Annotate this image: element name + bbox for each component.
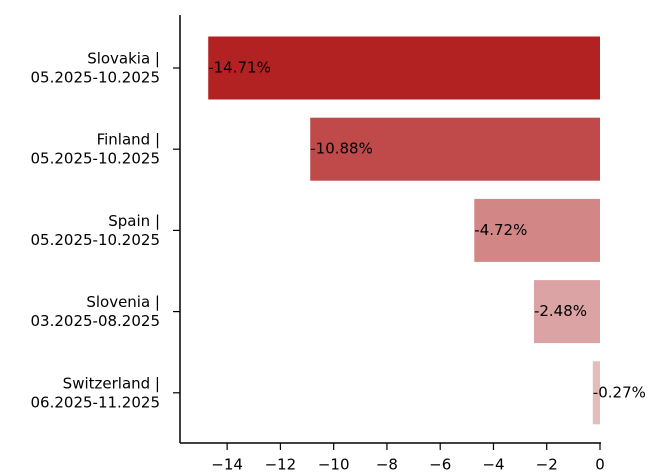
x-tick-label: −12: [265, 456, 297, 474]
y-tick-label: Switzerland | 06.2025-11.2025: [31, 374, 160, 411]
x-tick-label: 0: [595, 456, 605, 474]
value-label: -14.71%: [208, 59, 271, 77]
y-tick-label: Spain | 05.2025-10.2025: [31, 211, 160, 248]
y-tick-label: Slovenia | 03.2025-08.2025: [31, 293, 160, 330]
y-tick-label: Finland | 05.2025-10.2025: [31, 130, 160, 167]
bar: [474, 198, 600, 262]
x-tick-label: −8: [376, 456, 398, 474]
value-label: -4.72%: [474, 221, 527, 239]
x-tick-label: −10: [318, 456, 350, 474]
x-tick-label: −4: [482, 456, 504, 474]
value-label: -2.48%: [534, 302, 587, 320]
bar: [592, 361, 600, 425]
x-tick-label: −2: [536, 456, 558, 474]
bar: [310, 117, 600, 181]
bar: [208, 36, 600, 100]
y-tick-label: Slovakia | 05.2025-10.2025: [31, 49, 160, 86]
bar: [533, 280, 600, 344]
value-label: -10.88%: [310, 140, 373, 158]
x-tick-label: −6: [429, 456, 451, 474]
value-label: -0.27%: [593, 383, 646, 401]
x-tick-label: −14: [211, 456, 243, 474]
